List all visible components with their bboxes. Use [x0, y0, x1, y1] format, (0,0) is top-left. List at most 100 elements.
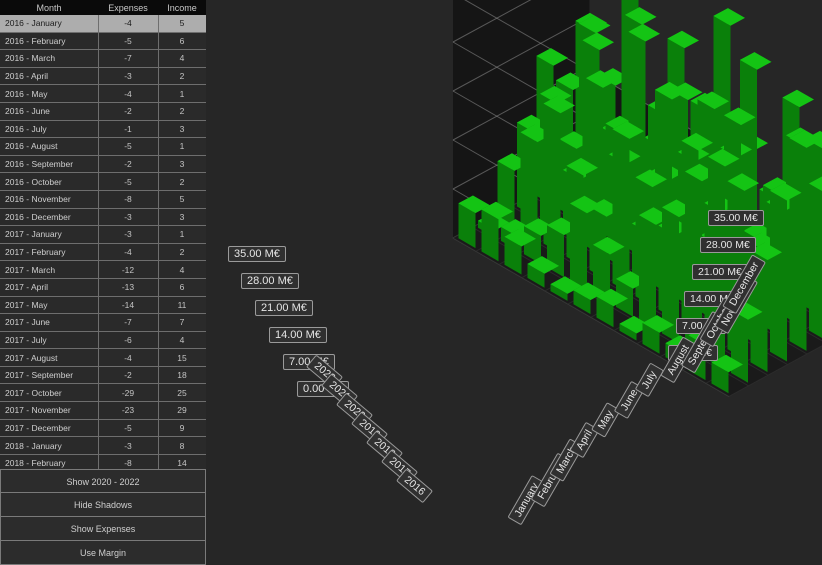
- table-header: Month Expenses Income: [0, 0, 206, 15]
- cell-income: 2: [158, 67, 206, 85]
- cell-month: 2017 - May: [0, 296, 98, 314]
- cell-expenses: -5: [98, 173, 158, 191]
- cell-expenses: -3: [98, 437, 158, 455]
- cell-month: 2018 - January: [0, 437, 98, 455]
- column-header-expenses[interactable]: Expenses: [98, 0, 158, 15]
- cell-income: 3: [158, 208, 206, 226]
- cell-income: 15: [158, 349, 206, 367]
- value-axis-label-right-0: 35.00 M€: [708, 210, 764, 226]
- cell-expenses: -5: [98, 32, 158, 50]
- cell-income: 5: [158, 190, 206, 208]
- cell-month: 2016 - November: [0, 190, 98, 208]
- cell-expenses: -4: [98, 243, 158, 261]
- cell-expenses: -5: [98, 419, 158, 437]
- show-years-button[interactable]: Show 2020 - 2022: [0, 469, 206, 493]
- cell-month: 2017 - July: [0, 331, 98, 349]
- cell-month: 2016 - December: [0, 208, 98, 226]
- cell-expenses: -7: [98, 314, 158, 332]
- table-header-row: Month Expenses Income: [0, 0, 206, 15]
- column-header-month[interactable]: Month: [0, 0, 98, 15]
- cell-month: 2017 - April: [0, 278, 98, 296]
- cell-income: 29: [158, 402, 206, 420]
- value-axis-label-left-3: 14.00 M€: [269, 327, 327, 343]
- cell-income: 1: [158, 138, 206, 156]
- cell-expenses: -4: [98, 85, 158, 103]
- cell-expenses: -23: [98, 402, 158, 420]
- cell-expenses: -6: [98, 331, 158, 349]
- cell-month: 2017 - November: [0, 402, 98, 420]
- cell-income: 6: [158, 278, 206, 296]
- use-margin-button[interactable]: Use Margin: [0, 541, 206, 565]
- cell-income: 7: [158, 314, 206, 332]
- value-axis-label-left-2: 21.00 M€: [255, 300, 313, 316]
- cell-month: 2017 - October: [0, 384, 98, 402]
- cell-month: 2017 - February: [0, 243, 98, 261]
- cell-income: 9: [158, 419, 206, 437]
- cell-month: 2016 - July: [0, 120, 98, 138]
- hide-shadows-button[interactable]: Hide Shadows: [0, 493, 206, 517]
- cell-expenses: -14: [98, 296, 158, 314]
- cell-month: 2017 - December: [0, 419, 98, 437]
- cell-month: 2016 - August: [0, 138, 98, 156]
- cell-income: 3: [158, 155, 206, 173]
- cell-expenses: -8: [98, 190, 158, 208]
- cell-expenses: -3: [98, 208, 158, 226]
- column-header-income[interactable]: Income: [158, 0, 206, 15]
- bar-graph-3d[interactable]: 35.00 M€28.00 M€21.00 M€14.00 M€7.00 M€0…: [206, 0, 822, 562]
- cell-month: 2017 - September: [0, 366, 98, 384]
- value-axis-label-left-0: 35.00 M€: [228, 246, 286, 262]
- cell-income: 5: [158, 15, 206, 32]
- cell-expenses: -5: [98, 138, 158, 156]
- cell-expenses: -2: [98, 366, 158, 384]
- cell-expenses: -1: [98, 120, 158, 138]
- cell-income: 1: [158, 226, 206, 244]
- show-expenses-button[interactable]: Show Expenses: [0, 517, 206, 541]
- cell-income: 4: [158, 331, 206, 349]
- cell-expenses: -13: [98, 278, 158, 296]
- cell-income: 18: [158, 366, 206, 384]
- cell-income: 2: [158, 102, 206, 120]
- cell-month: 2017 - August: [0, 349, 98, 367]
- cell-expenses: -29: [98, 384, 158, 402]
- cell-income: 25: [158, 384, 206, 402]
- cell-month: 2016 - April: [0, 67, 98, 85]
- cell-month: 2017 - January: [0, 226, 98, 244]
- cell-expenses: -3: [98, 67, 158, 85]
- value-axis-label-left-1: 28.00 M€: [241, 273, 299, 289]
- cell-income: 4: [158, 50, 206, 68]
- cell-month: 2016 - March: [0, 50, 98, 68]
- cell-expenses: -12: [98, 261, 158, 279]
- cell-income: 2: [158, 243, 206, 261]
- cell-income: 2: [158, 173, 206, 191]
